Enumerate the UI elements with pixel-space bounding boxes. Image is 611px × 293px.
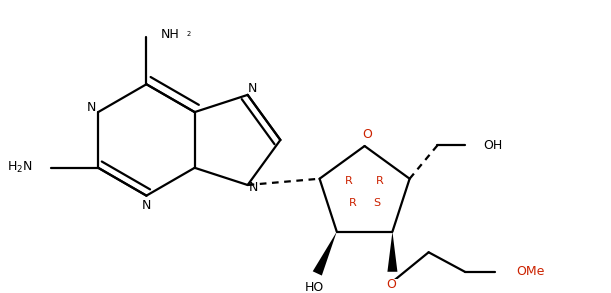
Text: N: N bbox=[249, 181, 258, 194]
Text: N: N bbox=[142, 199, 151, 212]
Text: S: S bbox=[373, 198, 381, 208]
Text: R: R bbox=[345, 176, 353, 186]
Text: NH: NH bbox=[160, 28, 179, 41]
Text: N: N bbox=[87, 101, 96, 114]
Text: H$_2$N: H$_2$N bbox=[7, 160, 33, 175]
Text: R: R bbox=[376, 176, 384, 186]
Text: OH: OH bbox=[483, 139, 502, 152]
Text: O: O bbox=[386, 277, 397, 291]
Text: HO: HO bbox=[305, 281, 324, 293]
Polygon shape bbox=[313, 232, 337, 275]
Text: OMe: OMe bbox=[517, 265, 545, 278]
Polygon shape bbox=[387, 232, 397, 272]
Text: R: R bbox=[348, 198, 356, 208]
Text: $_2$: $_2$ bbox=[186, 29, 192, 39]
Text: N: N bbox=[247, 82, 257, 95]
Text: O: O bbox=[362, 128, 372, 142]
